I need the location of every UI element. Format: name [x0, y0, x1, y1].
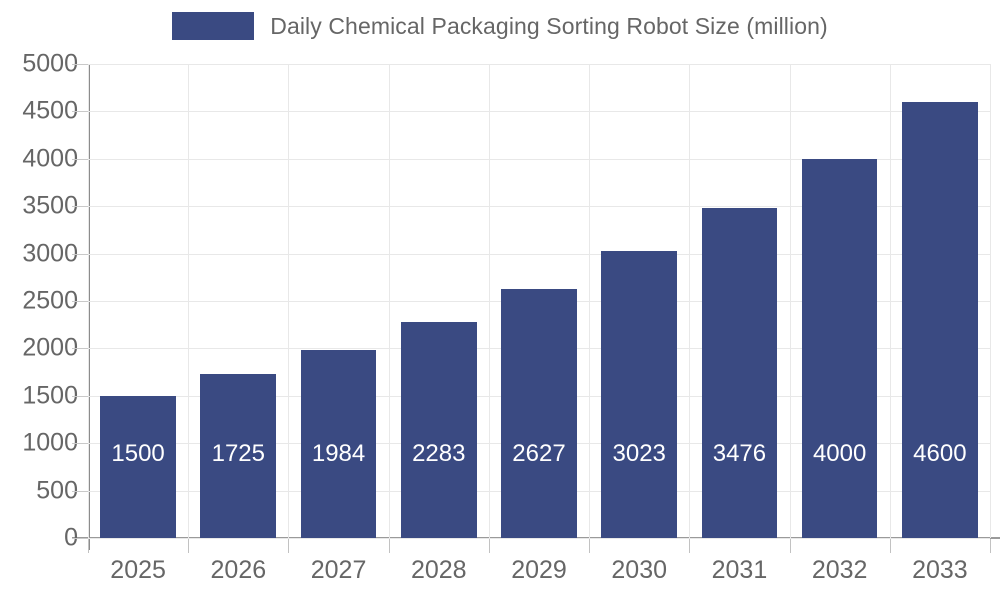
x-axis-tick-mark: [589, 539, 590, 553]
y-axis-tick-mark: [72, 253, 88, 255]
legend-label: Daily Chemical Packaging Sorting Robot S…: [270, 12, 828, 39]
bar[interactable]: 3476: [701, 208, 778, 538]
y-axis-tick-mark: [72, 301, 88, 302]
bar-value-label: 1500: [111, 440, 165, 467]
bar-value-label: 1984: [311, 440, 366, 467]
bar-value-label: 4600: [913, 440, 967, 467]
bar[interactable]: 4600: [902, 101, 978, 538]
bar[interactable]: 4000: [801, 158, 878, 538]
bar[interactable]: 1725: [200, 374, 277, 538]
y-axis-tick-label: 1000: [22, 428, 78, 457]
x-axis-tick-mark: [88, 539, 89, 553]
gridline-vertical: [689, 64, 690, 538]
y-axis-tick-label: 3500: [22, 191, 78, 220]
bar[interactable]: 3023: [601, 251, 678, 538]
y-axis-tick-mark: [72, 538, 88, 539]
legend-color-swatch: [172, 12, 255, 40]
gridline-horizontal: [88, 538, 990, 539]
gridline-vertical: [990, 64, 991, 538]
bar-value-label: 2283: [412, 440, 466, 467]
y-axis-tick-label: 4000: [22, 144, 78, 173]
x-axis-tick-label: 2031: [711, 556, 768, 584]
y-axis-tick-mark: [72, 64, 88, 65]
x-axis-tick-mark: [288, 539, 289, 553]
bar-value-label: 2627: [512, 440, 566, 467]
y-axis-line: [88, 64, 90, 550]
y-axis-tick-mark: [72, 206, 88, 208]
x-axis-tick-label: 2027: [310, 556, 367, 584]
gridline-vertical: [188, 64, 189, 538]
gridline-vertical: [589, 64, 590, 538]
gridline-vertical: [890, 64, 891, 538]
x-axis-tick-label: 2029: [511, 556, 567, 584]
y-axis-tick-label: 0: [64, 523, 78, 552]
gridline-vertical: [790, 64, 791, 538]
x-axis-tick-label: 2026: [210, 556, 267, 584]
bar-value-label: 4000: [812, 440, 867, 467]
gridline-horizontal: [88, 111, 990, 113]
bar[interactable]: 2283: [400, 321, 477, 538]
y-axis-tick-mark: [72, 348, 88, 350]
x-axis-tick-mark: [689, 539, 690, 553]
x-axis-tick-mark: [489, 539, 490, 553]
gridline-vertical: [389, 64, 390, 538]
y-axis-tick-label: 4500: [22, 96, 78, 125]
y-axis-tick-mark: [72, 395, 88, 397]
plot-area: 1500 1725 1984 2283 2627 3023 3476 4000 4600: [88, 64, 991, 539]
bar-value-label: 3476: [712, 440, 767, 467]
x-axis-tick-mark: [188, 539, 189, 553]
y-axis-tick-label: 1500: [22, 381, 78, 410]
bar[interactable]: 1984: [300, 349, 377, 538]
y-axis-tick-mark: [72, 111, 88, 113]
x-axis-tick-mark: [990, 539, 991, 553]
y-axis-tick-mark: [72, 443, 88, 445]
gridline-vertical: [288, 64, 289, 538]
bar[interactable]: 1500: [100, 395, 176, 538]
x-axis-tick-label: 2032: [811, 556, 868, 584]
y-axis-tick-label: 5000: [22, 49, 78, 78]
gridline-horizontal: [88, 253, 990, 255]
y-axis-tick-label: 2000: [22, 333, 78, 362]
x-axis-tick-mark: [890, 539, 891, 553]
gridline-horizontal: [88, 64, 990, 65]
y-axis-tick-label: 3000: [22, 239, 78, 268]
x-axis-tick-mark: [389, 539, 390, 553]
x-axis-tick-label: 2028: [410, 556, 467, 584]
x-axis-tick-mark: [790, 539, 791, 553]
x-axis-tick-label: 2030: [611, 556, 668, 584]
gridline-horizontal: [88, 158, 990, 160]
chart-legend: Daily Chemical Packaging Sorting Robot S…: [0, 0, 1000, 52]
y-axis-tick-label: 500: [36, 476, 78, 505]
y-axis-tick-mark: [72, 158, 88, 160]
y-axis-tick-mark: [72, 490, 88, 492]
y-axis-tick-label: 2500: [22, 286, 78, 315]
x-axis-tick-label: 2025: [110, 556, 166, 584]
bar-value-label: 1725: [211, 440, 265, 467]
gridline-vertical: [489, 64, 490, 538]
gridline-horizontal: [88, 206, 990, 208]
bar[interactable]: 2627: [501, 288, 577, 538]
gridline-vertical: [88, 64, 89, 538]
bar-value-label: 3023: [612, 440, 666, 467]
x-axis-tick-label: 2033: [912, 556, 968, 584]
